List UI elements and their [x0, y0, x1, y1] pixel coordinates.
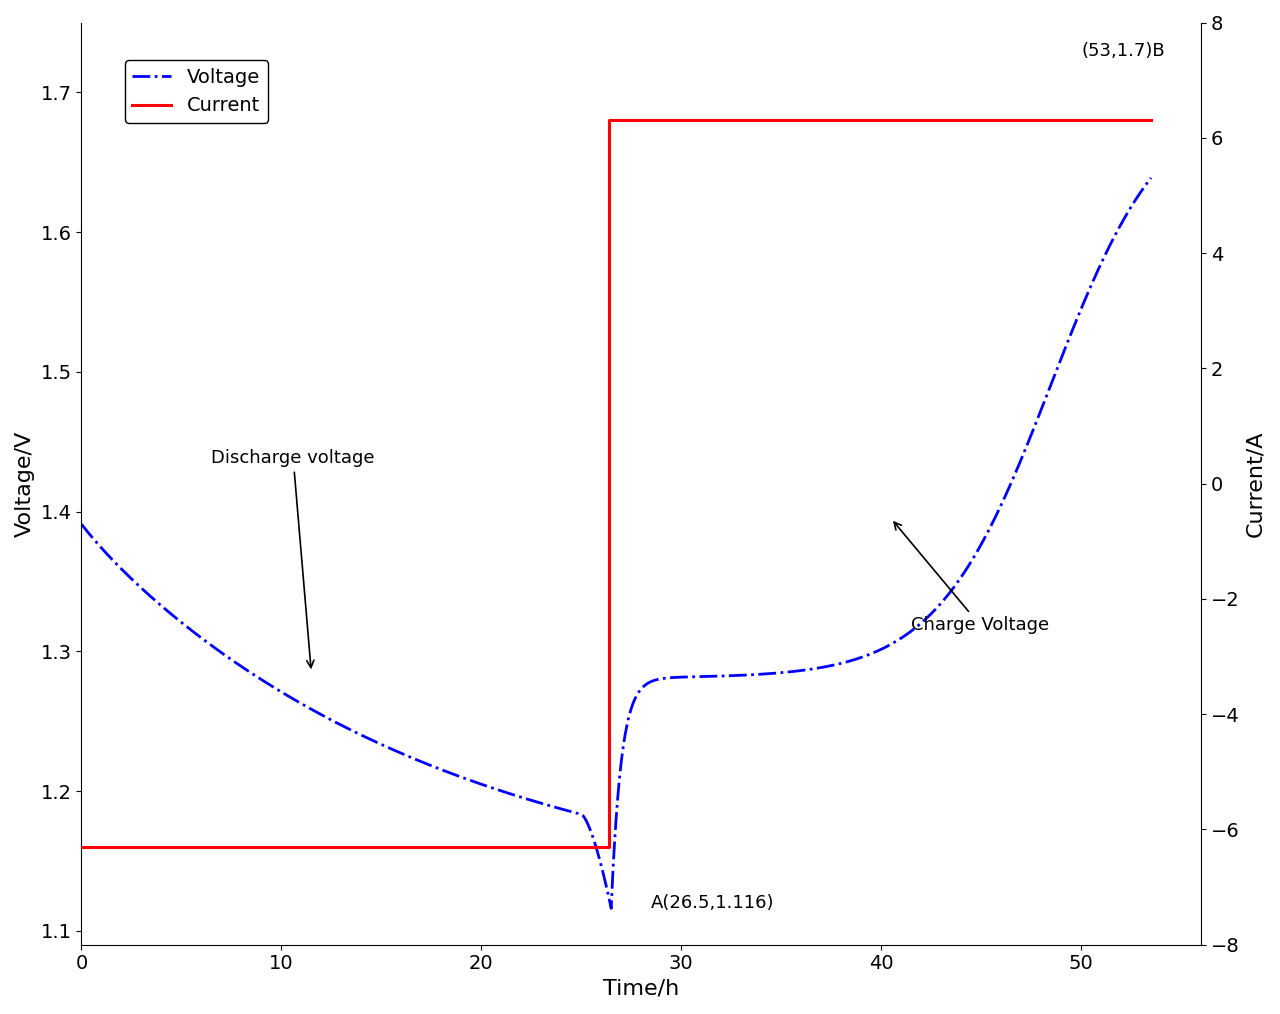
Voltage: [603, 902, 618, 915]
Voltage: [74, 518, 90, 530]
Voltage: [842, 655, 858, 667]
X-axis label: Time/h: Time/h: [603, 979, 680, 999]
Text: A(26.5,1.116): A(26.5,1.116): [652, 894, 774, 913]
Line: Current: Current: [82, 121, 1151, 847]
Text: (53,1.7)B: (53,1.7)B: [1082, 42, 1165, 60]
Y-axis label: Voltage/V: Voltage/V: [15, 431, 35, 536]
Voltage: [952, 573, 968, 585]
Text: Charge Voltage: Charge Voltage: [893, 522, 1050, 635]
Current: [602, 841, 617, 853]
Voltage: [1143, 171, 1158, 184]
Voltage: [603, 902, 618, 915]
Voltage: [872, 644, 887, 656]
Y-axis label: Current/A: Current/A: [1245, 430, 1265, 536]
Current: [1143, 115, 1158, 127]
Legend: Voltage, Current: Voltage, Current: [124, 60, 268, 123]
Current: [602, 115, 617, 127]
Voltage: [1032, 409, 1047, 421]
Current: [74, 841, 90, 853]
Line: Voltage: Voltage: [82, 177, 1151, 909]
Text: Discharge voltage: Discharge voltage: [211, 448, 375, 667]
Voltage: [974, 537, 989, 550]
